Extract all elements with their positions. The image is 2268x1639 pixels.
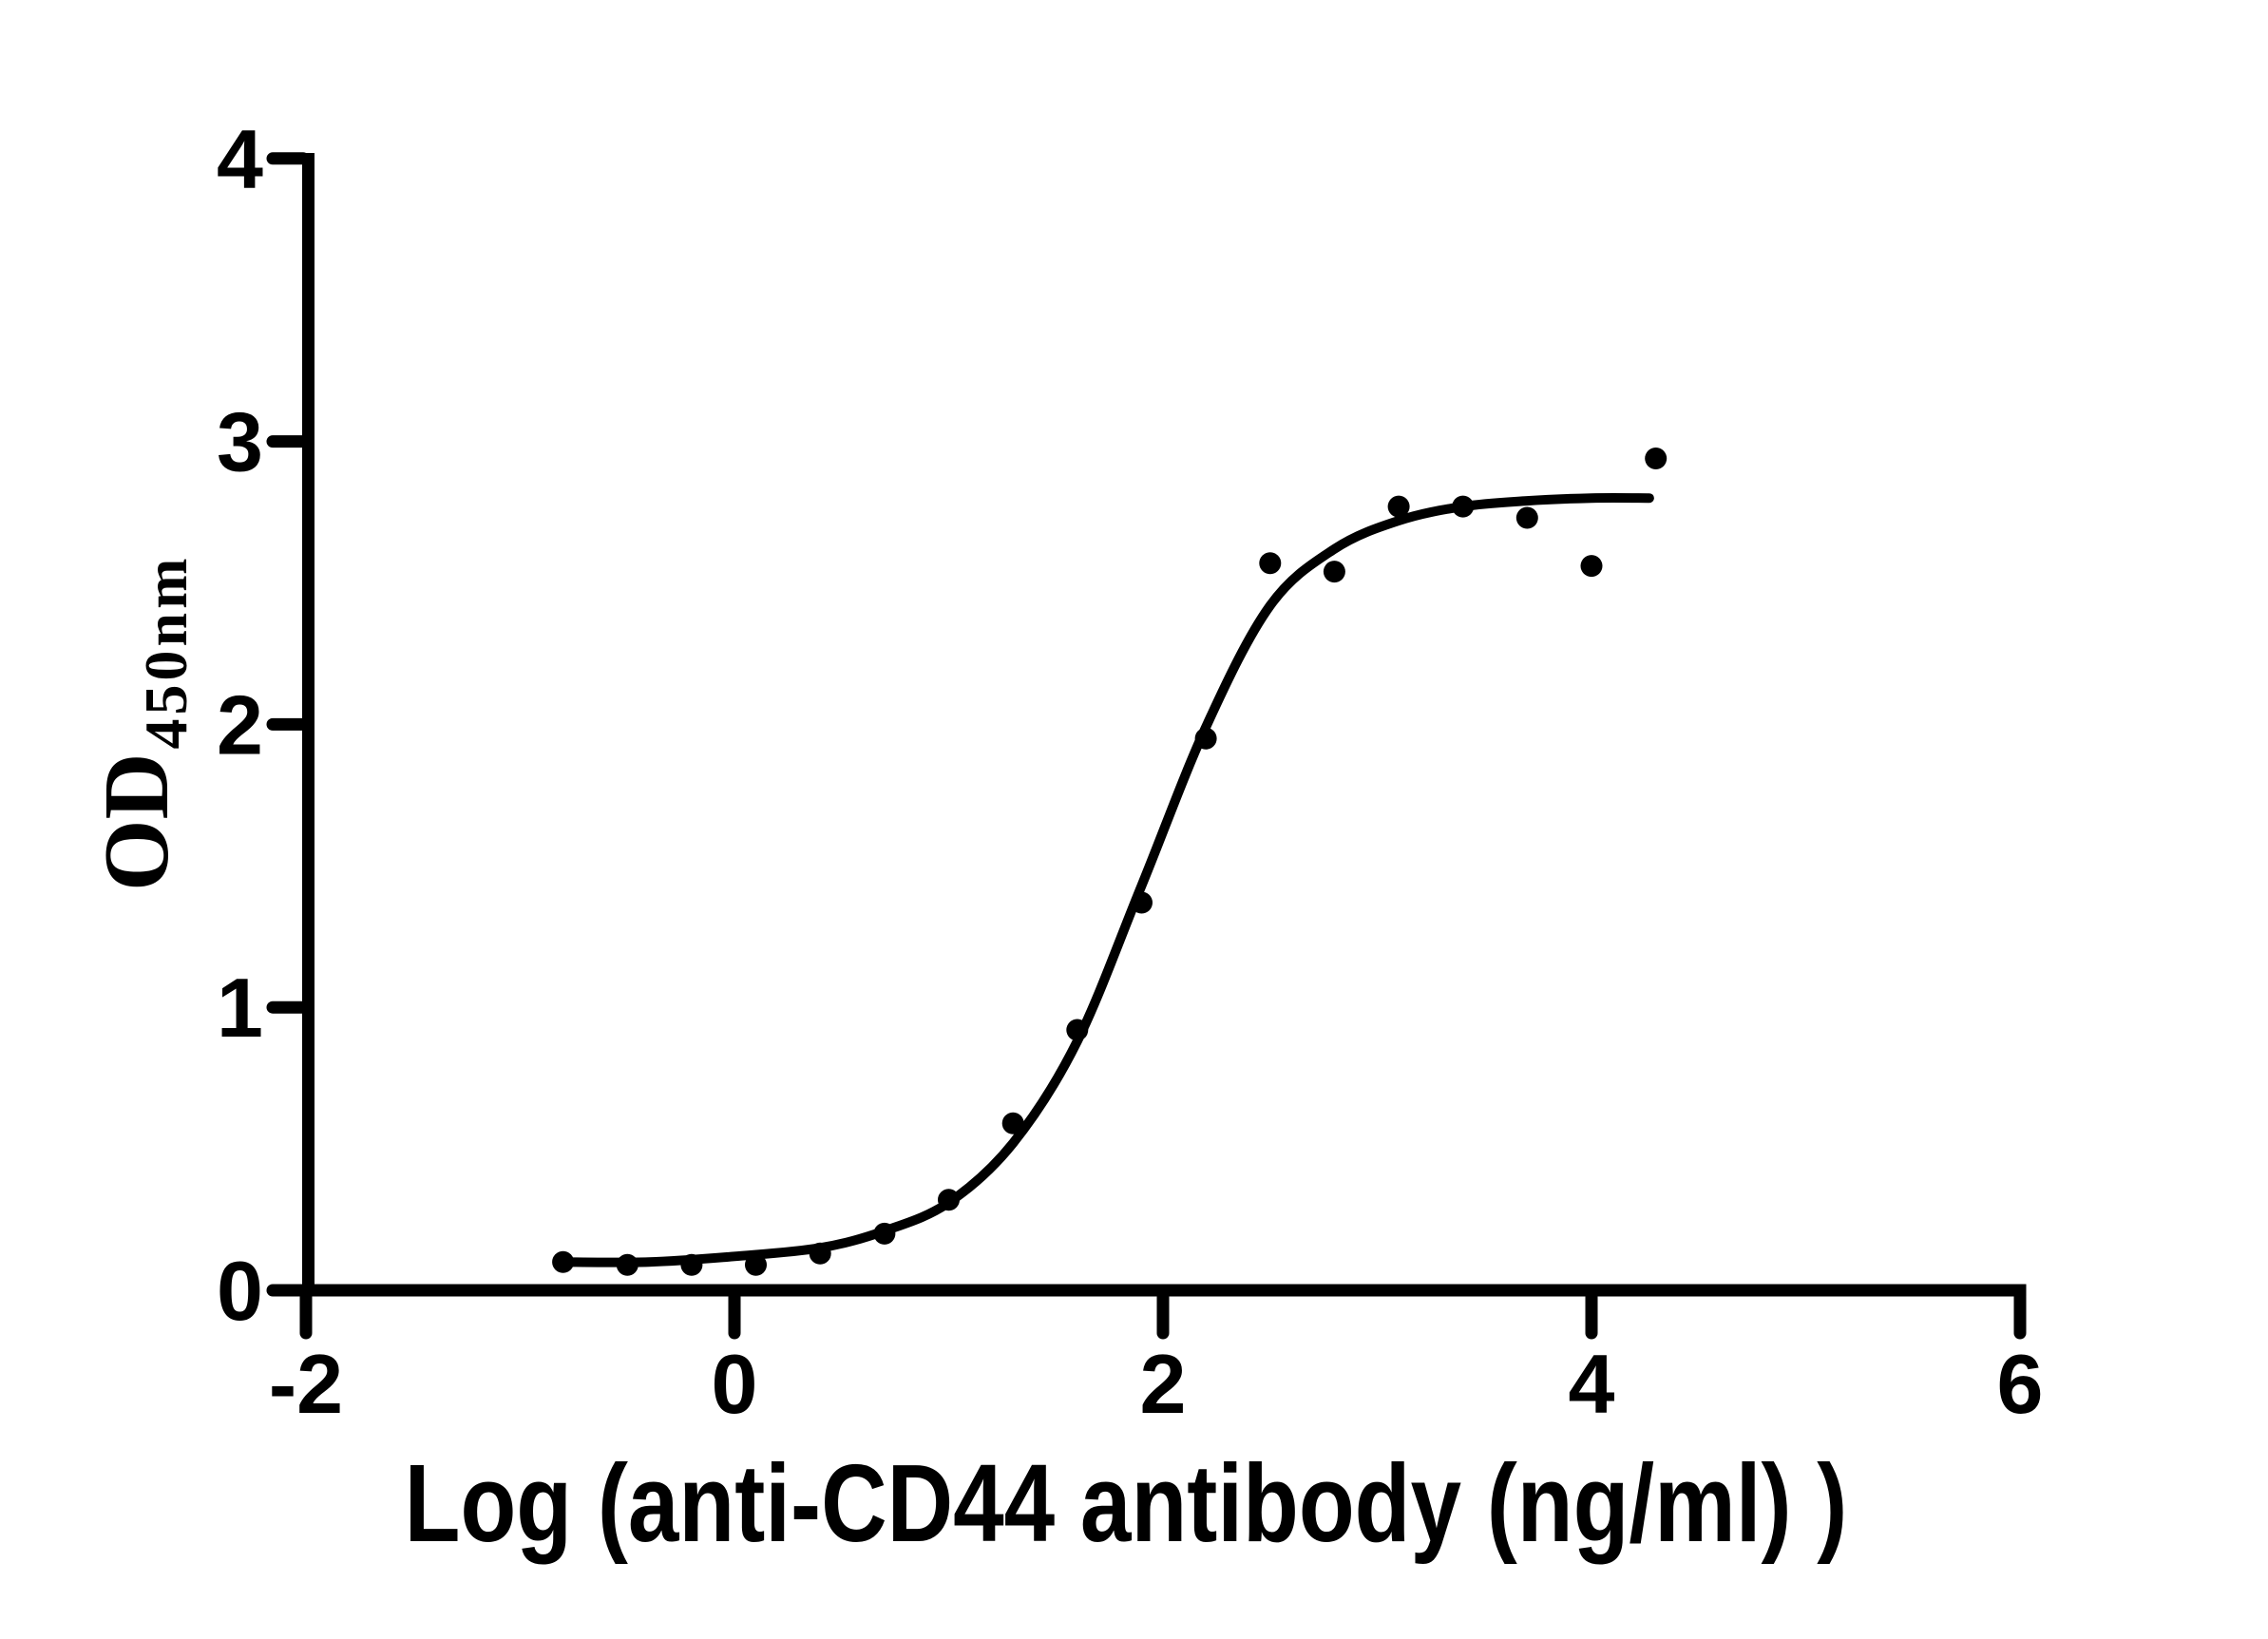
data-point [1259, 552, 1282, 575]
data-point [1645, 448, 1668, 469]
data-point [1131, 891, 1153, 914]
y-tick-label: 0 [217, 1244, 263, 1338]
y-axis-title-subscript: 450nm [132, 555, 200, 750]
data-point [938, 1189, 960, 1211]
y-axis: 0 1 2 3 4 [217, 112, 314, 1338]
x-tick-label: 0 [712, 1337, 758, 1431]
data-point [1515, 506, 1538, 529]
x-tick-label: 6 [1997, 1337, 2044, 1431]
data-point [1001, 1112, 1024, 1134]
data-point [1323, 561, 1345, 583]
data-point [1580, 555, 1603, 578]
data-point [809, 1242, 831, 1265]
y-tick-label: 1 [217, 961, 263, 1055]
data-point [1066, 1019, 1089, 1041]
fit-curve [554, 492, 1654, 1267]
data-point [745, 1253, 767, 1276]
data-point [680, 1253, 703, 1276]
x-tick-label: 2 [1140, 1337, 1187, 1431]
x-tick-label: 4 [1569, 1337, 1615, 1431]
data-point [1194, 727, 1217, 750]
y-tick-label: 2 [217, 677, 263, 772]
y-axis-title: OD 450nm [86, 555, 200, 891]
x-axis-title-group: Log (anti-CD44 antibody (ng/ml) ) [405, 1442, 1848, 1565]
data-point [873, 1222, 896, 1245]
data-point [616, 1253, 638, 1276]
y-axis-title-main: OD [86, 753, 187, 892]
data-point [1452, 495, 1475, 518]
x-axis: -2 0 2 4 6 [269, 1284, 2044, 1431]
x-tick-label: -2 [269, 1337, 343, 1431]
data-points [552, 448, 1668, 1276]
data-point [1387, 495, 1410, 518]
data-point [552, 1250, 575, 1273]
y-tick-label: 3 [217, 395, 263, 489]
x-axis-title: Log (anti-CD44 antibody (ng/ml) ) [405, 1442, 1848, 1565]
y-tick-label: 4 [217, 112, 263, 206]
